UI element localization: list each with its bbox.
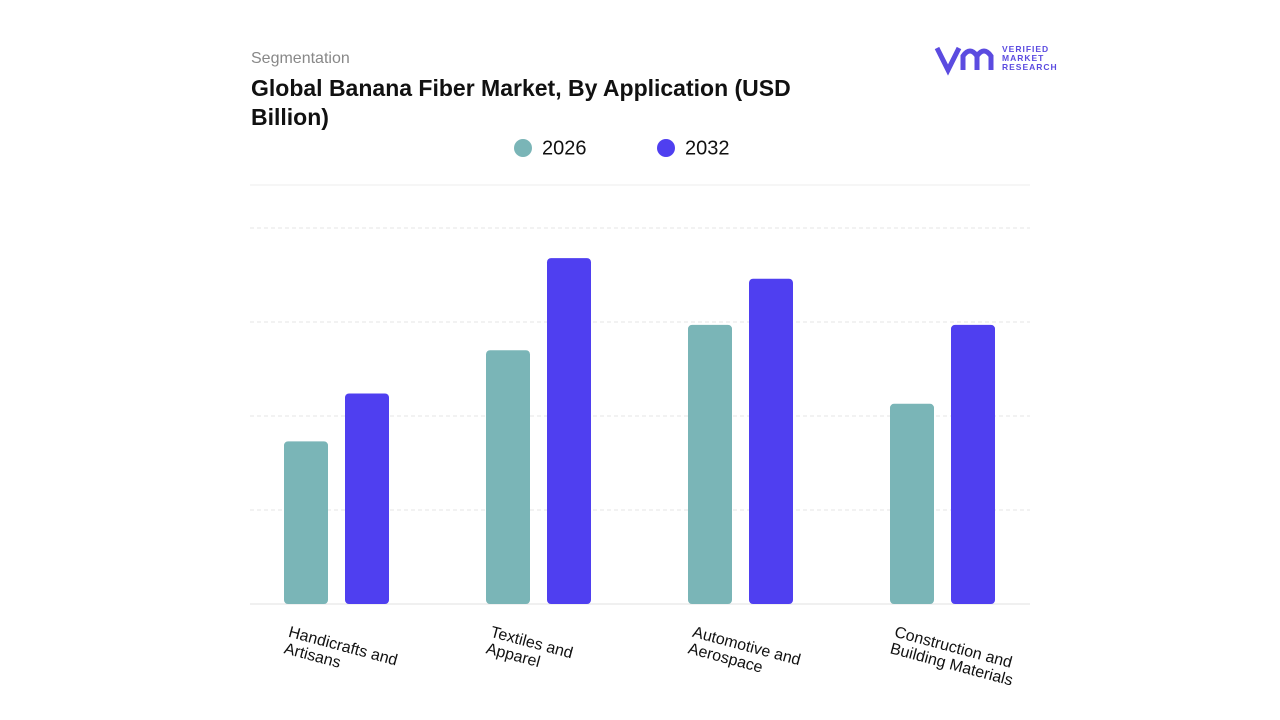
bar	[547, 258, 591, 604]
bar	[951, 324, 995, 604]
bar	[749, 278, 793, 604]
subtitle: Segmentation	[251, 50, 350, 67]
brand-line: MARKET	[1002, 53, 1045, 63]
legend-swatch	[657, 139, 675, 157]
bar	[688, 324, 732, 604]
brand: VERIFIED MARKET RESEARCH	[1002, 45, 1058, 72]
chart-title: Global Banana Fiber Market, By Applicati…	[251, 75, 791, 130]
brand-line: VERIFIED	[1002, 44, 1050, 54]
legend-label: 2032	[685, 137, 730, 159]
brand-line: RESEARCH	[1002, 62, 1058, 72]
bar	[284, 441, 328, 604]
legend-label: 2026	[542, 137, 587, 159]
bar	[890, 403, 934, 604]
logo-mark	[934, 46, 994, 76]
bar	[345, 393, 389, 604]
bar	[486, 350, 530, 604]
legend-swatch	[514, 139, 532, 157]
